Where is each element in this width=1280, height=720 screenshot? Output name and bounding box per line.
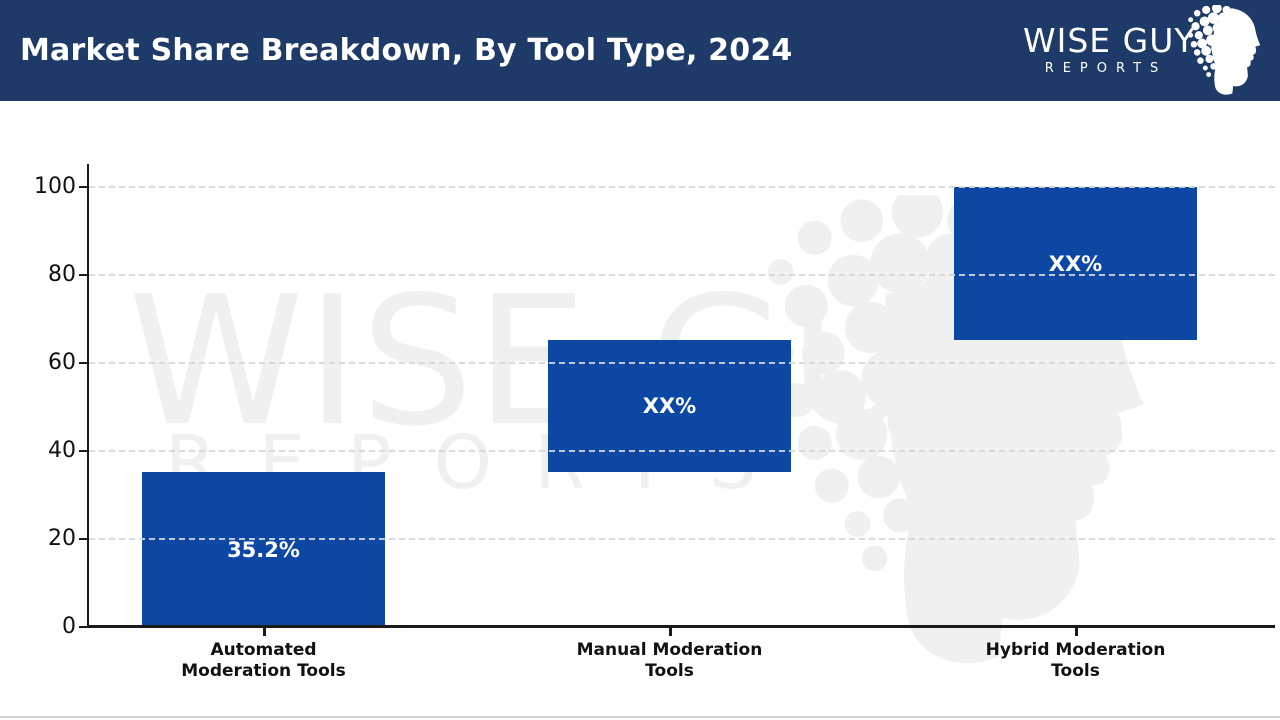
gridline-80 [89, 274, 1275, 276]
bottom-rule [0, 716, 1280, 718]
logo-face-icon [1188, 5, 1261, 95]
x-category-label-line: Automated [210, 640, 317, 660]
chart-plot-area: 0 20 40 60 80 100 35.2% XX% XX% Automated Moderati… [0, 101, 1280, 716]
y-tick-label-60: 60 [48, 350, 76, 375]
x-category-label-line: Hybrid Moderation [985, 640, 1166, 660]
gridline-100 [89, 186, 1275, 188]
bar-value-label-automated-moderation-tools: 35.2% [227, 537, 300, 562]
x-tick-mark-hybrid-moderation-tools [1074, 628, 1078, 636]
y-tick-label-20: 20 [48, 526, 76, 551]
x-category-label-line: Tools [645, 661, 694, 681]
logo-text: WISE GUY REPORTS [1023, 21, 1196, 77]
logo-reports-text: REPORTS [1044, 61, 1168, 76]
y-axis-line [87, 164, 89, 628]
x-axis-line [87, 625, 1275, 628]
y-tick-label-40: 40 [48, 438, 76, 463]
y-tick-mark-20 [79, 538, 87, 540]
wise-guy-reports-logo: WISE GUY REPORTS [1023, 0, 1268, 101]
y-tick-mark-80 [79, 274, 87, 276]
bar-automated-moderation-tools: 35.2% [142, 472, 385, 627]
gridline-60 [89, 362, 1275, 364]
x-category-label-manual-moderation-tools: Manual Moderation Tools [530, 640, 810, 682]
y-tick-label-80: 80 [48, 262, 76, 287]
page-title: Market Share Breakdown, By Tool Type, 20… [20, 33, 793, 68]
x-category-label-line: Tools [1051, 661, 1100, 681]
logo-brand-text: WISE GUY [1023, 21, 1196, 60]
y-tick-mark-100 [79, 186, 87, 188]
gridline-40 [89, 450, 1275, 452]
y-tick-label-100: 100 [34, 174, 76, 199]
header-bar: Market Share Breakdown, By Tool Type, 20… [0, 0, 1280, 101]
x-tick-mark-automated-moderation-tools [262, 628, 266, 636]
x-category-label-automated-moderation-tools: Automated Moderation Tools [124, 640, 404, 682]
x-tick-mark-manual-moderation-tools [668, 628, 672, 636]
x-category-label-line: Manual Moderation [576, 640, 763, 660]
y-tick-mark-60 [79, 362, 87, 364]
bar-value-label-hybrid-moderation-tools: XX% [1048, 251, 1103, 276]
bar-value-label-manual-moderation-tools: XX% [642, 394, 697, 419]
x-category-label-line: Moderation Tools [181, 661, 346, 681]
y-tick-mark-40 [79, 450, 87, 452]
bar-hybrid-moderation-tools: XX% [954, 187, 1197, 341]
x-category-label-hybrid-moderation-tools: Hybrid Moderation Tools [936, 640, 1216, 682]
y-tick-label-0: 0 [62, 614, 76, 639]
gridline-20 [89, 538, 1275, 540]
bar-manual-moderation-tools: XX% [548, 340, 791, 473]
y-tick-mark-0 [79, 626, 87, 628]
